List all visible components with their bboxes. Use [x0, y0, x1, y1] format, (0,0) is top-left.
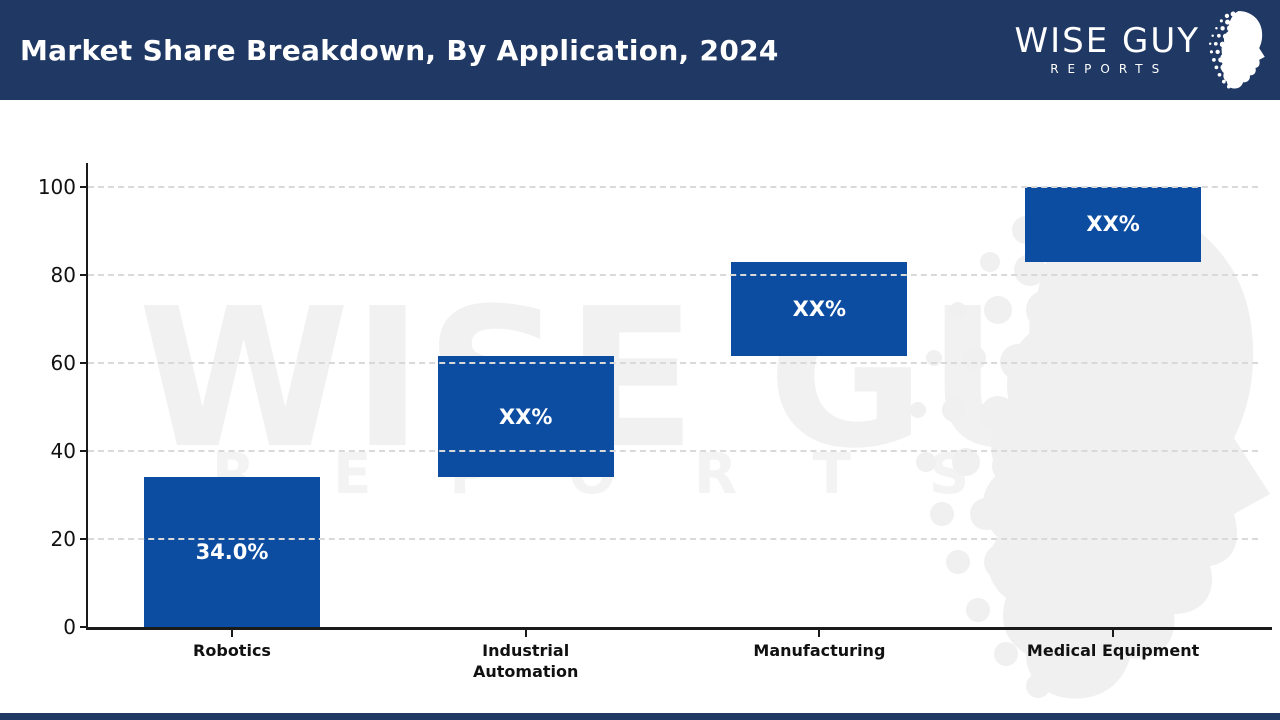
logo-subtext: REPORTS [1050, 61, 1169, 76]
bar-industrial-automation: XX% [437, 355, 614, 478]
header: Market Share Breakdown, By Application, … [0, 0, 1280, 100]
y-axis-spine [86, 162, 88, 629]
x-tick-label-3: Medical Equipment [1026, 641, 1200, 660]
chart-title: Market Share Breakdown, By Application, … [20, 33, 779, 67]
logo-face-icon [1208, 10, 1265, 89]
bar-robotics: 34.0% [144, 477, 320, 627]
y-tick-20 [80, 538, 88, 540]
x-axis-spine [86, 627, 1272, 630]
x-tick-2 [818, 629, 821, 637]
y-tick-80 [80, 274, 88, 276]
y-tick-60 [80, 362, 88, 364]
gridline-60 [88, 362, 1258, 364]
x-tick-1 [524, 629, 527, 637]
y-tick-label-0: 0 [63, 615, 76, 639]
gridline-100 [88, 186, 1258, 188]
footer-bar [0, 713, 1280, 720]
x-tick-3 [1112, 629, 1115, 637]
gridline-40 [88, 450, 1258, 452]
bar-value-label: 34.0% [195, 540, 269, 565]
x-tick-0 [231, 629, 233, 637]
y-tick-label-100: 100 [37, 175, 76, 199]
y-tick-label-20: 20 [50, 527, 76, 551]
y-tick-label-80: 80 [50, 263, 76, 287]
x-tick-label-0: Robotics [193, 641, 271, 660]
y-tick-label-60: 60 [50, 351, 76, 375]
bar-value-label: XX% [792, 296, 847, 321]
bar-medical-equipment: XX% [1025, 187, 1202, 262]
logo-wordmark: WISE GUY [1014, 21, 1200, 62]
y-tick-100 [80, 186, 88, 188]
brand-logo-text: WISE GUY REPORTS [1014, 21, 1200, 76]
x-tick-label-1: Industrial Automation [472, 641, 579, 681]
gridline-20 [88, 538, 1258, 540]
bar-manufacturing: XX% [731, 261, 908, 356]
y-tick-40 [80, 450, 88, 452]
y-tick-label-40: 40 [50, 439, 76, 463]
bar-value-label: XX% [1086, 212, 1140, 237]
x-tick-label-2: Manufacturing [753, 641, 886, 660]
gridline-80 [88, 274, 1258, 276]
brand-logo: WISE GUY REPORTS [1014, 9, 1266, 91]
watermark-wordmark: WISE GUY [138, 268, 1227, 491]
bar-value-label: XX% [498, 404, 553, 429]
y-tick-0 [80, 626, 88, 628]
